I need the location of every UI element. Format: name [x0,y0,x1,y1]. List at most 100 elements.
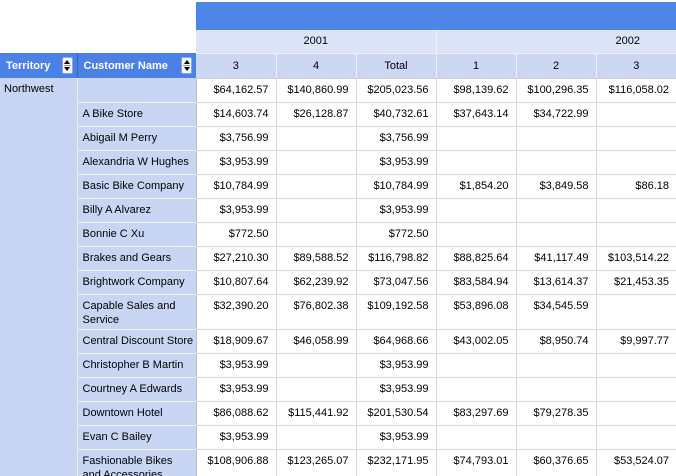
value-cell [596,150,676,175]
value-cell [276,198,357,223]
value-cell [596,377,676,402]
customer-name-cell: Abigail M Perry [77,126,197,151]
value-cell: $83,297.69 [436,401,517,426]
value-cell: $772.50 [196,222,277,247]
territory-header-label: Territory [6,59,51,72]
customer-name-cell: Fashionable Bikes and Accessories [77,449,197,476]
sort-down-arrow-icon [183,67,190,71]
customer-name-cell: Capable Sales and Service [77,294,197,330]
value-cell [276,174,357,199]
sort-divider [63,65,71,66]
value-cell: $89,588.52 [276,246,357,271]
value-cell: $3,953.99 [356,353,437,378]
quarter-header: 3 [196,53,277,79]
table-row: Basic Bike Company $10,784.99 $10,784.99 $1… [0,174,676,199]
value-cell: $18,909.67 [196,329,277,354]
customer-name-cell: Central Discount Store [77,329,197,354]
value-cell: $46,058.99 [276,329,357,354]
value-cell: $14,603.74 [196,102,277,127]
table-row: Bonnie C Xu $772.50 $772.50 [0,222,676,247]
value-cell: $103,514.22 [596,246,676,271]
table-row: Brightwork Company $10,807.64 $62,239.92 $7… [0,270,676,295]
value-cell: $37,643.14 [436,102,517,127]
value-cell [596,198,676,223]
value-cell: $53,524.07 [596,449,676,476]
value-cell: $40,732.61 [356,102,437,127]
customer-name-cell: Basic Bike Company [77,174,197,199]
value-cell: $60,376.65 [516,449,597,476]
value-cell: $74,793.01 [436,449,517,476]
table-body: Northwest $64,162.57 $140,860.99 $205,023.5… [0,78,676,476]
value-cell: $123,265.07 [276,449,357,476]
value-cell [516,353,597,378]
quarter-header: 2 [516,53,597,79]
value-cell: $3,756.99 [196,126,277,151]
value-cell [516,377,597,402]
table-row: Evan C Bailey $3,953.99 $3,953.99 [0,425,676,450]
value-cell: $86,088.62 [196,401,277,426]
value-cell: $3,953.99 [356,377,437,402]
value-cell: $34,722.99 [516,102,597,127]
value-cell [436,353,517,378]
table-row: Downtown Hotel $86,088.62 $115,441.92 $201,… [0,401,676,426]
value-cell: $3,953.99 [196,377,277,402]
customer-name-cell: Brightwork Company [77,270,197,295]
sort-icon[interactable] [61,57,73,74]
value-cell: $9,997.77 [596,329,676,354]
value-cell [516,126,597,151]
table-row: Northwest $64,162.57 $140,860.99 $205,023.5… [0,78,676,476]
table-row: Alexandria W Hughes $3,953.99 $3,953.99 [0,150,676,175]
value-cell [436,126,517,151]
table-row: Central Discount Store $18,909.67 $46,058.… [0,329,676,354]
customer-name-cell: A Bike Store [77,102,197,127]
territory-group-cell: Northwest [0,78,78,476]
sort-icon[interactable] [181,57,192,74]
year-group-header-2002: 2002 [435,30,676,54]
value-cell: $8,950.74 [516,329,597,354]
value-cell: $10,807.64 [196,270,277,295]
table-row: Christopher B Martin $3,953.99 $3,953.99 [0,353,676,378]
value-cell [596,401,676,426]
table-row: Fashionable Bikes and Accessories $108,90… [0,449,676,476]
customer-name-cell: Evan C Bailey [77,425,197,450]
value-cell: $201,530.54 [356,401,437,426]
value-cell: $27,210.30 [196,246,277,271]
value-cell [596,222,676,247]
table-row: Billy A Alvarez $3,953.99 $3,953.99 [0,198,676,223]
value-cell [436,222,517,247]
value-cell [436,425,517,450]
value-cell [276,353,357,378]
value-cell [596,102,676,127]
value-cell: $3,953.99 [196,150,277,175]
value-cell: $64,162.57 [196,78,277,103]
quarter-header: 1 [436,53,517,79]
corner-blank [0,30,196,53]
year-group-header-2001: 2001 [196,30,436,54]
value-cell [276,222,357,247]
value-cell: $3,953.99 [196,353,277,378]
customer-name-column-header: Customer Name [77,53,196,78]
value-cell [596,353,676,378]
value-cell: $205,023.56 [356,78,437,103]
value-cell: $10,784.99 [196,174,277,199]
value-cell: $53,896.08 [436,294,517,330]
value-cell: $43,002.05 [436,329,517,354]
value-cell [436,150,517,175]
table-row: Brakes and Gears $27,210.30 $89,588.52 $116… [0,246,676,271]
value-cell: $3,953.99 [196,198,277,223]
value-cell [276,377,357,402]
year-header-row: 2001 2002 [0,30,676,54]
value-cell: $3,953.99 [356,425,437,450]
value-cell [276,425,357,450]
value-cell: $3,953.99 [196,425,277,450]
value-cell [276,150,357,175]
value-cell [516,198,597,223]
value-cell [516,222,597,247]
value-cell: $232,171.95 [356,449,437,476]
matrix-top-band [196,2,676,30]
customer-name-cell: Christopher B Martin [77,353,197,378]
value-cell: $41,117.49 [516,246,597,271]
value-cell [436,198,517,223]
value-cell: $64,968.66 [356,329,437,354]
